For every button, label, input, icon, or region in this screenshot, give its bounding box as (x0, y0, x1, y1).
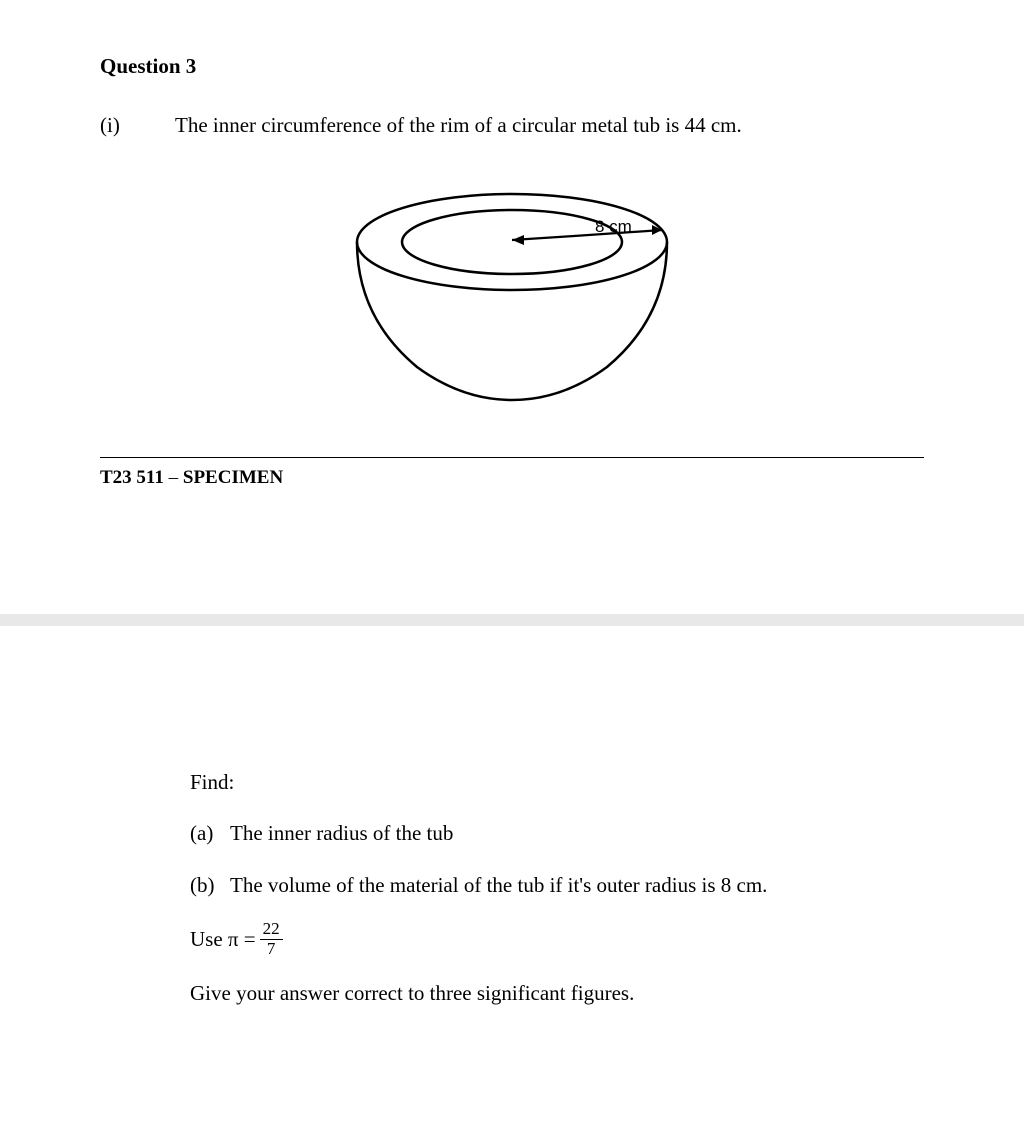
sub-item-a: (a) The inner radius of the tub (190, 817, 924, 851)
fraction: 22 7 (260, 920, 283, 958)
page-divider-bar (0, 614, 1024, 626)
sub-item-a-text: The inner radius of the tub (230, 817, 453, 851)
part-i-text: The inner circumference of the rim of a … (175, 109, 924, 143)
footer-sep: – (164, 467, 183, 488)
dimension-label: 8 cm (595, 217, 632, 236)
sub-item-b-label: (b) (190, 869, 230, 903)
footer-label: SPECIMEN (183, 467, 283, 488)
sub-item-b: (b) The volume of the material of the tu… (190, 869, 924, 903)
footer-divider (100, 457, 924, 458)
pi-formula: Use π = 22 7 (190, 920, 924, 958)
sigfig-note: Give your answer correct to three signif… (190, 977, 924, 1011)
footer-text: T23 511 – SPECIMEN (100, 463, 924, 493)
formula-prefix: Use π = (190, 923, 256, 957)
question-title: Question 3 (100, 50, 924, 84)
part-i-row: (i) The inner circumference of the rim o… (100, 109, 924, 143)
fraction-denominator: 7 (264, 940, 279, 959)
sub-section: Find: (a) The inner radius of the tub (b… (190, 766, 924, 1011)
part-i-label: (i) (100, 109, 175, 143)
footer-code: T23 511 (100, 467, 164, 488)
find-label: Find: (190, 766, 924, 800)
sub-item-b-text: The volume of the material of the tub if… (230, 869, 767, 903)
sub-item-a-label: (a) (190, 817, 230, 851)
tub-diagram: 8 cm (100, 172, 924, 407)
fraction-numerator: 22 (260, 920, 283, 940)
